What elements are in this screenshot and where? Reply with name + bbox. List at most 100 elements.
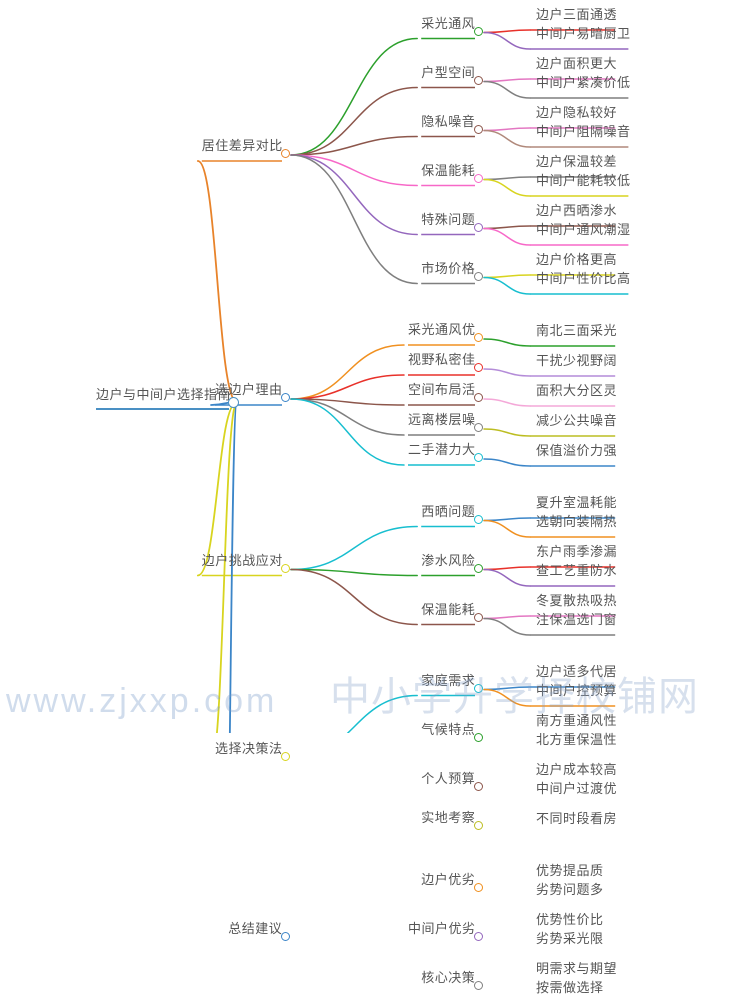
- child-node-2-4[interactable]: 远离楼层噪: [406, 412, 490, 434]
- node-connector-dot[interactable]: [473, 781, 483, 791]
- node-connector-dot[interactable]: [473, 222, 483, 232]
- root-node[interactable]: 边户与中间户选择指南: [94, 386, 239, 408]
- child-node-1-5[interactable]: 特殊问题: [419, 212, 490, 234]
- child-node-5-3[interactable]: 核心决策: [419, 970, 490, 992]
- leaf-node-1-4-2[interactable]: 中间户能耗较低: [534, 172, 633, 190]
- node-connector-dot[interactable]: [473, 271, 483, 281]
- node-connector-dot[interactable]: [473, 514, 483, 524]
- leaf-node-1-5-2[interactable]: 中间户通风潮湿: [534, 221, 633, 239]
- child-node-2-3[interactable]: 空间布局活: [406, 382, 490, 404]
- node-connector-dot[interactable]: [473, 563, 483, 573]
- child-node-4-1[interactable]: 家庭需求: [419, 673, 490, 695]
- node-connector-dot[interactable]: [281, 393, 290, 402]
- node-connector-dot[interactable]: [280, 931, 290, 941]
- node-connector-dot[interactable]: [280, 149, 290, 158]
- leaf-node-5-3-1[interactable]: 明需求与期望: [534, 960, 619, 978]
- node-label: 边户优劣: [421, 871, 476, 887]
- leaf-node-4-3-1[interactable]: 边户成本较高: [534, 761, 619, 779]
- leaf-node-1-6-2[interactable]: 中间户性价比高: [534, 270, 633, 288]
- leaf-node-1-4-1[interactable]: 边户保温较差: [534, 153, 619, 171]
- branch-node-1[interactable]: 居住差异对比: [200, 138, 297, 160]
- branch-node-5[interactable]: 总结建议: [226, 921, 297, 943]
- leaf-label: 南方重通风性: [536, 713, 618, 728]
- child-node-3-2[interactable]: 渗水风险: [419, 553, 490, 575]
- leaf-node-3-1-1[interactable]: 夏升室温耗能: [534, 494, 619, 512]
- child-node-3-1[interactable]: 西晒问题: [419, 504, 490, 526]
- node-connector-dot[interactable]: [473, 124, 483, 134]
- child-node-5-1[interactable]: 边户优劣: [419, 872, 490, 894]
- leaf-node-2-5-1[interactable]: 保值溢价力强: [534, 442, 619, 460]
- leaf-label: 中间户过渡优: [536, 781, 618, 796]
- leaf-node-5-1-2[interactable]: 劣势问题多: [534, 881, 606, 899]
- leaf-label: 夏升室温耗能: [536, 495, 618, 510]
- leaf-node-2-4-1[interactable]: 减少公共噪音: [534, 412, 619, 430]
- node-connector-dot[interactable]: [473, 75, 483, 85]
- node-connector-dot[interactable]: [280, 563, 290, 573]
- node-connector-dot[interactable]: [474, 931, 483, 941]
- node-connector-dot[interactable]: [474, 333, 483, 342]
- leaf-node-2-2-1[interactable]: 干扰少视野阔: [534, 352, 619, 370]
- leaf-node-4-2-2[interactable]: 北方重保温性: [534, 731, 619, 749]
- leaf-node-1-1-2[interactable]: 中间户易暗厨卫: [534, 25, 633, 43]
- leaf-node-3-1-2[interactable]: 选朝向装隔热: [534, 513, 619, 531]
- node-connector-dot[interactable]: [473, 882, 483, 892]
- child-node-2-2[interactable]: 视野私密佳: [406, 352, 490, 374]
- leaf-node-4-4-1[interactable]: 不同时段看房: [534, 810, 619, 828]
- branch-node-3[interactable]: 边户挑战应对: [200, 553, 297, 575]
- leaf-node-4-1-2[interactable]: 中间户控预算: [534, 682, 619, 700]
- leaf-node-5-2-1[interactable]: 优势性价比: [534, 911, 606, 929]
- leaf-node-5-3-2[interactable]: 按需做选择: [534, 979, 606, 997]
- leaf-node-3-2-1[interactable]: 东户雨季渗漏: [534, 543, 619, 561]
- node-connector-dot[interactable]: [473, 26, 483, 36]
- child-node-1-6[interactable]: 市场价格: [419, 261, 490, 283]
- leaf-node-1-1-1[interactable]: 边户三面通透: [534, 6, 619, 24]
- child-node-1-3[interactable]: 隐私噪音: [419, 114, 490, 136]
- leaf-node-1-5-1[interactable]: 边户西晒渗水: [534, 202, 619, 220]
- child-node-3-3[interactable]: 保温能耗: [419, 602, 490, 624]
- leaf-node-3-2-2[interactable]: 查工艺重防水: [534, 562, 619, 580]
- root-connector-dot[interactable]: [228, 397, 239, 408]
- branch-node-4[interactable]: 选择决策法: [213, 741, 297, 763]
- leaf-node-1-2-1[interactable]: 边户面积更大: [534, 55, 619, 73]
- leaf-node-1-6-1[interactable]: 边户价格更高: [534, 251, 619, 269]
- child-node-2-5[interactable]: 二手潜力大: [406, 442, 490, 464]
- leaf-node-4-3-2[interactable]: 中间户过渡优: [534, 780, 619, 798]
- node-connector-dot[interactable]: [474, 363, 483, 372]
- node-connector-dot[interactable]: [474, 393, 483, 402]
- child-node-1-2[interactable]: 户型空间: [419, 65, 490, 87]
- leaf-node-4-1-1[interactable]: 边户适多代居: [534, 663, 619, 681]
- node-connector-dot[interactable]: [473, 732, 483, 742]
- leaf-label: 中间户能耗较低: [536, 173, 631, 188]
- leaf-node-4-2-1[interactable]: 南方重通风性: [534, 712, 619, 730]
- node-connector-dot[interactable]: [473, 612, 483, 622]
- node-connector-dot[interactable]: [474, 453, 483, 462]
- leaf-node-5-2-2[interactable]: 劣势采光限: [534, 930, 606, 948]
- node-label: 实地考察: [421, 810, 476, 825]
- leaf-node-1-3-1[interactable]: 边户隐私较好: [534, 104, 619, 122]
- leaf-label: 选朝向装隔热: [536, 514, 618, 529]
- child-node-5-2[interactable]: 中间户优劣: [406, 921, 490, 943]
- node-connector-dot[interactable]: [473, 821, 483, 830]
- child-node-2-1[interactable]: 采光通风优: [406, 322, 490, 344]
- leaf-label: 边户面积更大: [536, 56, 618, 71]
- leaf-label: 中间户紧凑价低: [536, 75, 631, 90]
- node-connector-dot[interactable]: [474, 423, 483, 432]
- child-node-1-4[interactable]: 保温能耗: [419, 163, 490, 185]
- child-node-4-4[interactable]: 实地考察: [419, 810, 490, 832]
- node-connector-dot[interactable]: [473, 173, 483, 183]
- leaf-node-3-3-2[interactable]: 注保温选门窗: [534, 611, 619, 629]
- branch-node-2[interactable]: 选边户理由: [213, 382, 297, 404]
- leaf-node-2-1-1[interactable]: 南北三面采光: [534, 322, 619, 340]
- node-connector-dot[interactable]: [281, 752, 290, 762]
- leaf-node-2-3-1[interactable]: 面积大分区灵: [534, 382, 619, 400]
- child-node-1-1[interactable]: 采光通风: [419, 16, 490, 38]
- node-connector-dot[interactable]: [473, 683, 483, 693]
- leaf-node-3-3-1[interactable]: 冬夏散热吸热: [534, 592, 619, 610]
- leaf-node-5-1-1[interactable]: 优势提品质: [534, 862, 606, 880]
- child-node-4-3[interactable]: 个人预算: [419, 771, 490, 793]
- leaf-node-1-2-2[interactable]: 中间户紧凑价低: [534, 74, 633, 92]
- node-connector-dot[interactable]: [473, 980, 483, 990]
- leaf-label: 减少公共噪音: [536, 413, 618, 428]
- leaf-node-1-3-2[interactable]: 中间户阻隔噪音: [534, 123, 633, 141]
- node-label: 居住差异对比: [201, 138, 283, 153]
